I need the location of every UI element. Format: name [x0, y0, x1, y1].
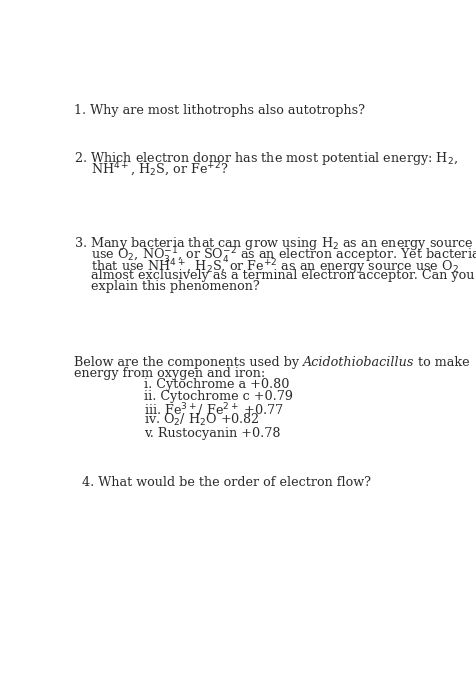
Text: use O$_2$, NO$_3^{-1}$, or SO$_4^{-2}$ as an electron acceptor. Yet bacteria: use O$_2$, NO$_3^{-1}$, or SO$_4^{-2}$ a… — [91, 246, 476, 266]
Text: v. Rustocyanin +0.78: v. Rustocyanin +0.78 — [144, 427, 281, 440]
Text: 4. What would be the order of electron flow?: 4. What would be the order of electron f… — [82, 477, 371, 489]
Text: almost exclusively as a terminal electron acceptor. Can you: almost exclusively as a terminal electro… — [91, 269, 474, 282]
Text: NH$^{4+}$, H$_2$S, or Fe$^{+2}$?: NH$^{4+}$, H$_2$S, or Fe$^{+2}$? — [91, 161, 228, 179]
Text: ii. Cytochrome c +0.79: ii. Cytochrome c +0.79 — [144, 390, 293, 402]
Text: to make: to make — [414, 356, 470, 369]
Text: Acidothiobacillus: Acidothiobacillus — [303, 356, 414, 369]
Text: 2. Which electron donor has the most potential energy: H$_2$,: 2. Which electron donor has the most pot… — [73, 150, 457, 167]
Text: 3. Many bacteria that can grow using H$_2$ as an energy source: 3. Many bacteria that can grow using H$_… — [73, 235, 473, 252]
Text: 1. Why are most lithotrophs also autotrophs?: 1. Why are most lithotrophs also autotro… — [73, 104, 365, 118]
Text: iv. O$_2$/ H$_2$O +0.82: iv. O$_2$/ H$_2$O +0.82 — [144, 412, 260, 428]
Text: i. Cytochrome a +0.80: i. Cytochrome a +0.80 — [144, 378, 290, 391]
Text: Below are the components used by: Below are the components used by — [73, 356, 303, 369]
Text: explain this phenomenon?: explain this phenomenon? — [91, 280, 259, 293]
Text: energy from oxygen and iron:: energy from oxygen and iron: — [73, 367, 265, 380]
Text: that use NH$^{4+}$, H$_2$S, or Fe$^{+2}$ as an energy source use O$_2$: that use NH$^{4+}$, H$_2$S, or Fe$^{+2}$… — [91, 258, 459, 277]
Text: iii. Fe$^{3+}$/ Fe$^{2+}$ +0.77: iii. Fe$^{3+}$/ Fe$^{2+}$ +0.77 — [144, 401, 285, 419]
